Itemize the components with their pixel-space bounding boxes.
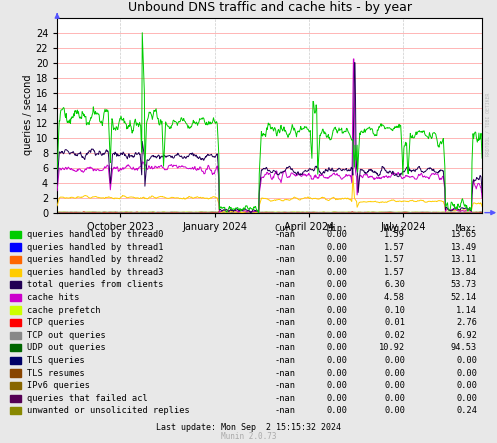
Text: -nan: -nan (275, 343, 296, 352)
Text: -nan: -nan (275, 318, 296, 327)
Text: -nan: -nan (275, 331, 296, 340)
Text: TCP queries: TCP queries (27, 318, 85, 327)
Text: -nan: -nan (275, 280, 296, 289)
Text: 1.57: 1.57 (384, 242, 405, 252)
Text: 0.00: 0.00 (384, 369, 405, 377)
Text: 0.00: 0.00 (456, 369, 477, 377)
Text: cache prefetch: cache prefetch (27, 306, 101, 315)
Text: 1.14: 1.14 (456, 306, 477, 315)
Text: 0.00: 0.00 (327, 343, 348, 352)
Text: Munin 2.0.73: Munin 2.0.73 (221, 432, 276, 441)
Text: -nan: -nan (275, 230, 296, 239)
Text: 94.53: 94.53 (451, 343, 477, 352)
Text: 0.00: 0.00 (327, 369, 348, 377)
Text: 0.00: 0.00 (384, 406, 405, 416)
Text: -nan: -nan (275, 356, 296, 365)
Text: Max:: Max: (456, 224, 477, 233)
Text: total queries from clients: total queries from clients (27, 280, 164, 289)
Text: TCP out queries: TCP out queries (27, 331, 106, 340)
Text: -nan: -nan (275, 369, 296, 377)
Text: 1.57: 1.57 (384, 268, 405, 277)
Text: unwanted or unsolicited replies: unwanted or unsolicited replies (27, 406, 190, 416)
Title: Unbound DNS traffic and cache hits - by year: Unbound DNS traffic and cache hits - by … (128, 1, 412, 14)
Text: 0.24: 0.24 (456, 406, 477, 416)
Text: -nan: -nan (275, 381, 296, 390)
Text: 2.76: 2.76 (456, 318, 477, 327)
Text: queries handled by thread1: queries handled by thread1 (27, 242, 164, 252)
Text: 0.00: 0.00 (327, 230, 348, 239)
Text: -nan: -nan (275, 406, 296, 416)
Text: 0.00: 0.00 (456, 394, 477, 403)
Text: 0.00: 0.00 (456, 356, 477, 365)
Text: -nan: -nan (275, 306, 296, 315)
Text: queries handled by thread0: queries handled by thread0 (27, 230, 164, 239)
Text: queries handled by thread3: queries handled by thread3 (27, 268, 164, 277)
Text: 0.00: 0.00 (327, 406, 348, 416)
Text: 0.10: 0.10 (384, 306, 405, 315)
Text: 0.00: 0.00 (327, 381, 348, 390)
Text: 4.58: 4.58 (384, 293, 405, 302)
Text: 0.00: 0.00 (327, 255, 348, 264)
Text: 52.14: 52.14 (451, 293, 477, 302)
Text: 0.00: 0.00 (456, 381, 477, 390)
Text: 0.02: 0.02 (384, 331, 405, 340)
Text: Cur:: Cur: (274, 224, 296, 233)
Text: 0.00: 0.00 (327, 394, 348, 403)
Text: -nan: -nan (275, 268, 296, 277)
Text: 1.57: 1.57 (384, 255, 405, 264)
Text: Last update: Mon Sep  2 15:15:32 2024: Last update: Mon Sep 2 15:15:32 2024 (156, 423, 341, 432)
Text: UDP out queries: UDP out queries (27, 343, 106, 352)
Text: 13.65: 13.65 (451, 230, 477, 239)
Text: Avg:: Avg: (384, 224, 405, 233)
Text: 0.00: 0.00 (327, 242, 348, 252)
Y-axis label: queries / second: queries / second (23, 75, 33, 155)
Text: IPv6 queries: IPv6 queries (27, 381, 90, 390)
Text: 0.00: 0.00 (384, 381, 405, 390)
Text: -nan: -nan (275, 242, 296, 252)
Text: 0.00: 0.00 (327, 331, 348, 340)
Text: 13.84: 13.84 (451, 268, 477, 277)
Text: 0.00: 0.00 (327, 268, 348, 277)
Text: 0.00: 0.00 (327, 318, 348, 327)
Text: queries handled by thread2: queries handled by thread2 (27, 255, 164, 264)
Text: 0.00: 0.00 (327, 293, 348, 302)
Text: TLS resumes: TLS resumes (27, 369, 85, 377)
Text: 10.92: 10.92 (379, 343, 405, 352)
Text: 0.01: 0.01 (384, 318, 405, 327)
Text: 53.73: 53.73 (451, 280, 477, 289)
Text: 1.59: 1.59 (384, 230, 405, 239)
Text: 13.11: 13.11 (451, 255, 477, 264)
Text: 13.49: 13.49 (451, 242, 477, 252)
Text: -nan: -nan (275, 293, 296, 302)
Text: 6.92: 6.92 (456, 331, 477, 340)
Text: -nan: -nan (275, 255, 296, 264)
Text: Min:: Min: (327, 224, 348, 233)
Text: 0.00: 0.00 (327, 306, 348, 315)
Text: 6.30: 6.30 (384, 280, 405, 289)
Text: 0.00: 0.00 (327, 356, 348, 365)
Text: TLS queries: TLS queries (27, 356, 85, 365)
Text: -nan: -nan (275, 394, 296, 403)
Text: 0.00: 0.00 (384, 394, 405, 403)
Text: RRDTOOL / TOBI OETIKER: RRDTOOL / TOBI OETIKER (486, 93, 491, 155)
Text: 0.00: 0.00 (384, 356, 405, 365)
Text: 0.00: 0.00 (327, 280, 348, 289)
Text: cache hits: cache hits (27, 293, 80, 302)
Text: queries that failed acl: queries that failed acl (27, 394, 148, 403)
